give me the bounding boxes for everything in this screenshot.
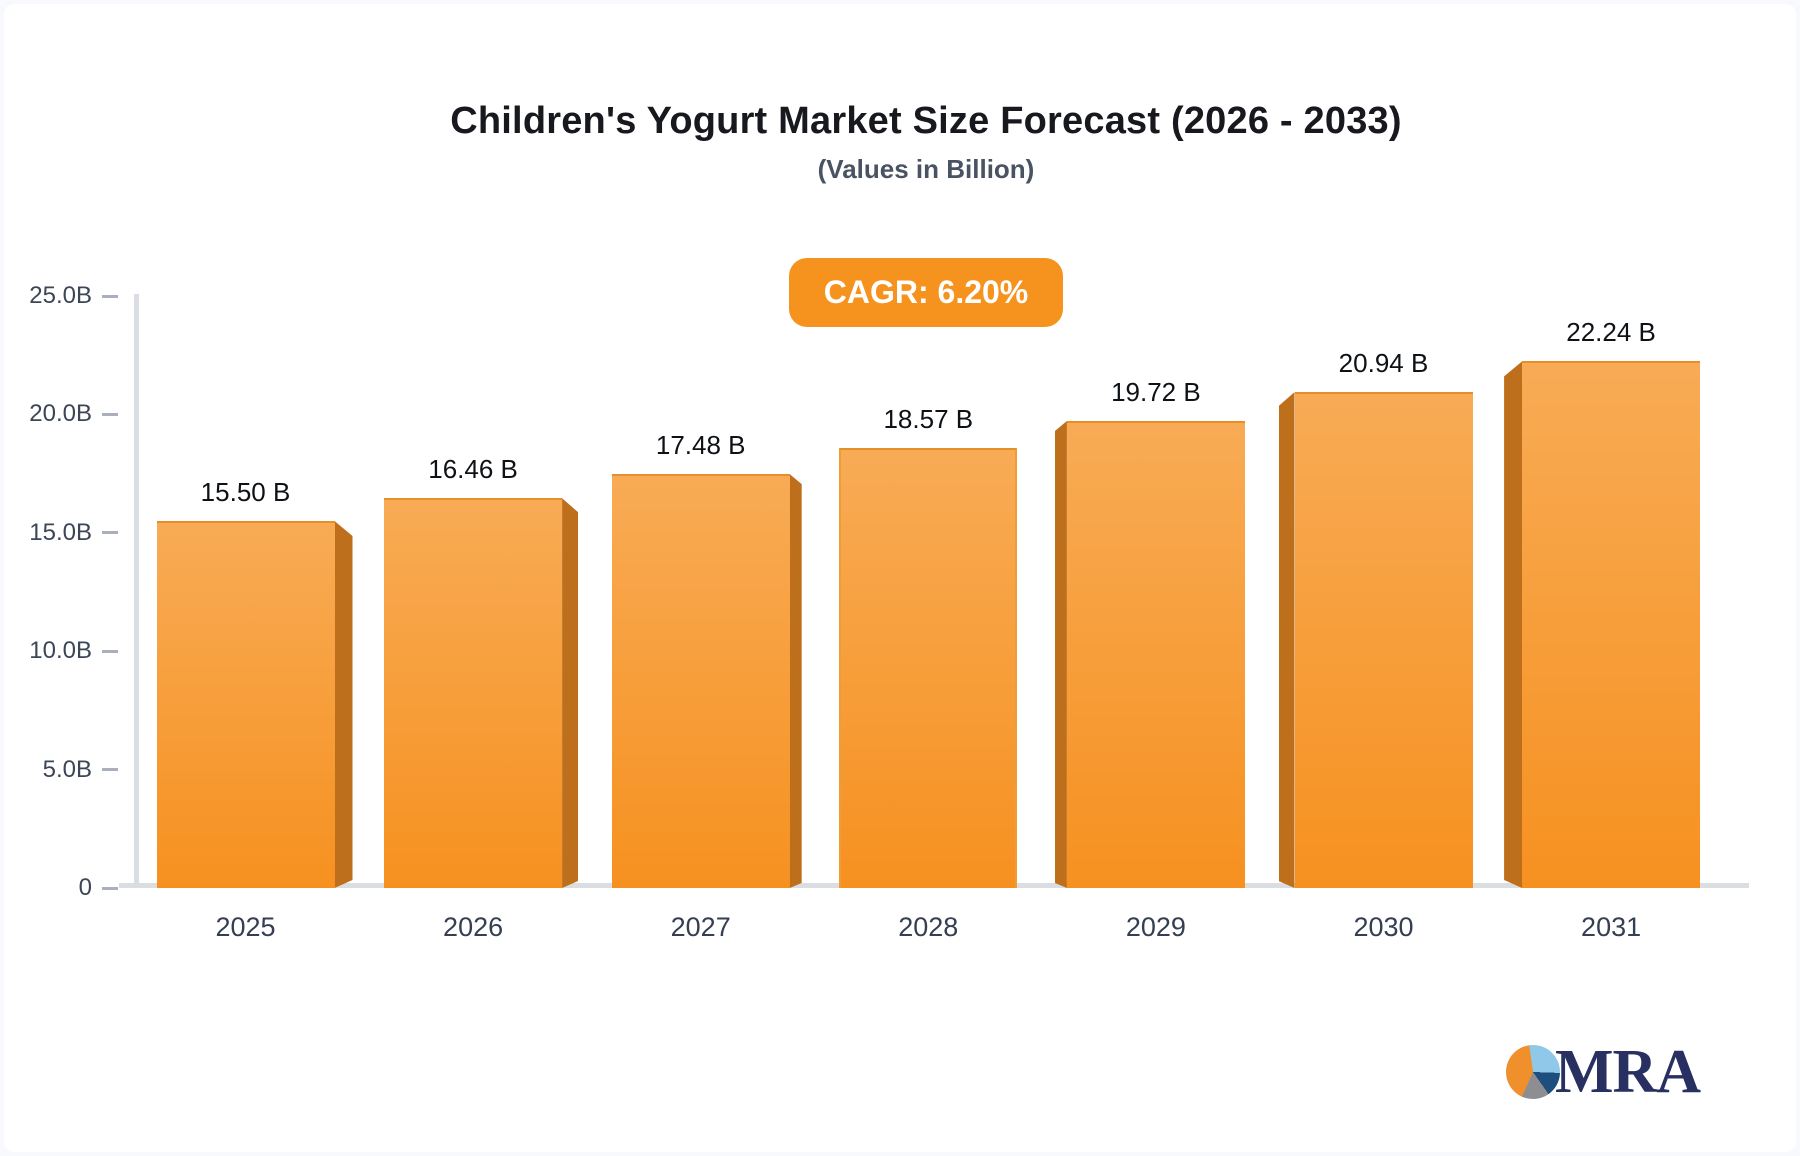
y-axis-tick <box>102 886 118 890</box>
bar-2026 <box>384 498 563 888</box>
bar-value-label: 18.57 B <box>883 404 974 435</box>
bar-value-label: 20.94 B <box>1338 348 1429 379</box>
cagr-badge: CAGR: 6.20% <box>788 258 1064 327</box>
x-axis-label: 2030 <box>1353 912 1414 942</box>
bar-value-label: 17.48 B <box>655 430 746 461</box>
bar-side <box>790 474 802 888</box>
logo-text: MRA <box>1555 1038 1701 1106</box>
bar-2031 <box>1522 361 1701 888</box>
cagr-badge-wrap: CAGR: 6.20% <box>56 258 1796 327</box>
x-axis-label: 2028 <box>898 912 959 942</box>
bar-value-label: 16.46 B <box>428 454 518 485</box>
bar-value-label: 15.50 B <box>200 476 291 507</box>
bar-2029 <box>1066 421 1245 888</box>
bar-2025 <box>156 520 335 888</box>
plot-area: 25.0B 20.0B 15.0B 10.0B 5.0B 0 15.50 B 2025 16.4… <box>4 4 1796 1152</box>
bar-side <box>335 521 353 888</box>
chart-subtitle: (Values in Billion) <box>817 154 1035 184</box>
bar-value-label: 19.72 B <box>1111 377 1201 408</box>
bar-side <box>1055 421 1067 888</box>
y-axis-label: 25.0B <box>29 282 92 309</box>
x-axis-label: 2026 <box>443 912 504 942</box>
bar-side <box>562 498 578 888</box>
pie-chart-logo-icon <box>1506 1045 1560 1099</box>
y-axis-tick <box>102 768 118 772</box>
y-axis-tick <box>102 649 118 653</box>
y-axis-tick <box>102 412 118 416</box>
y-axis-label: 10.0B <box>29 637 92 665</box>
bar-value-label: 22.24 B <box>1566 317 1656 348</box>
y-axis-tick <box>102 531 118 535</box>
bar-2028 <box>839 448 1018 888</box>
y-axis-tick <box>102 294 118 298</box>
mra-logo: MRA <box>1506 1038 1701 1106</box>
x-axis-label: 2029 <box>1125 912 1186 942</box>
y-axis-label: 5.0B <box>42 755 92 783</box>
y-axis-line <box>134 294 139 888</box>
x-axis-label: 2025 <box>215 912 276 942</box>
x-axis-label: 2027 <box>670 912 731 942</box>
y-axis-label: 15.0B <box>29 518 92 546</box>
y-axis-label: 0 <box>78 874 92 901</box>
bar-2030 <box>1294 392 1473 888</box>
chart-title: Children's Yogurt Market Size Forecast (… <box>450 100 1402 142</box>
y-axis-label: 20.0B <box>29 400 92 428</box>
chart-root: Children's Yogurt Market Size Forecast (… <box>4 4 1796 1152</box>
bar-2027 <box>611 474 790 888</box>
bar-side <box>1279 392 1295 888</box>
chart-card: Children's Yogurt Market Size Forecast (… <box>4 4 1796 1152</box>
bar-side <box>1504 361 1522 888</box>
x-axis-label: 2031 <box>1581 912 1642 942</box>
